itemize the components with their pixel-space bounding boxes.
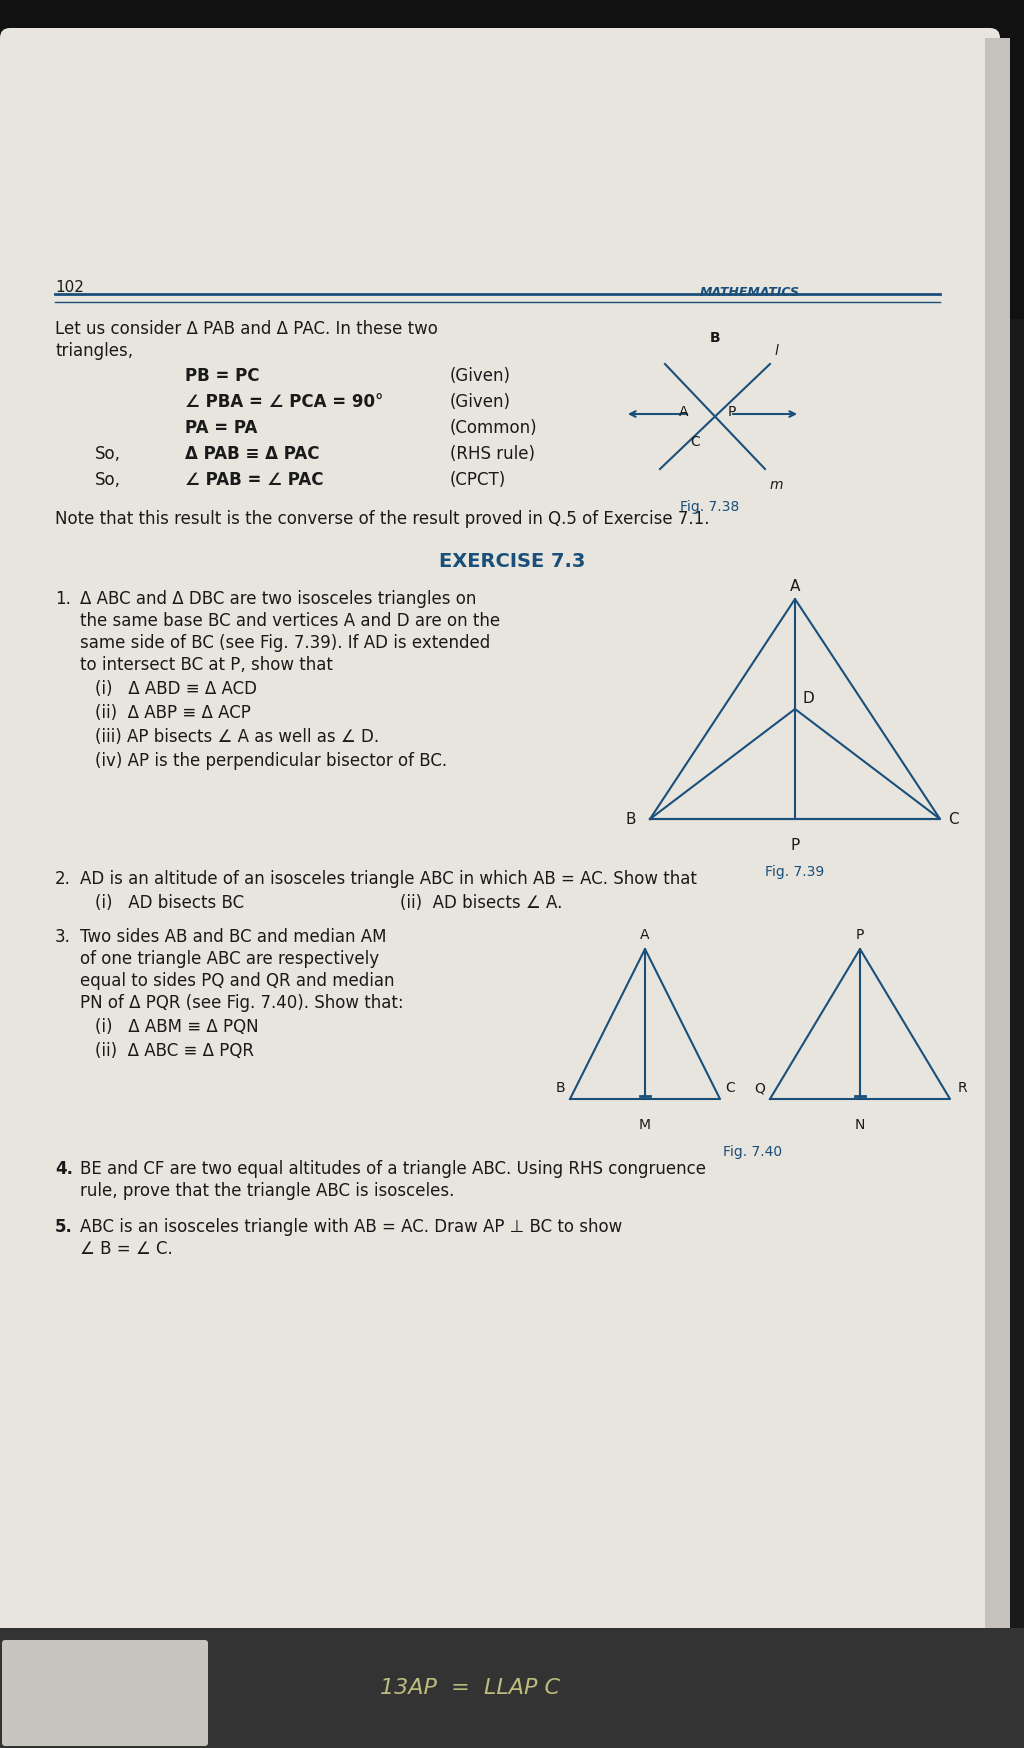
Text: same side of BC (see Fig. 7.39). If AD is extended: same side of BC (see Fig. 7.39). If AD i… — [80, 633, 490, 652]
Text: B: B — [710, 330, 720, 344]
Text: Let us consider Δ PAB and Δ PAC. In these two: Let us consider Δ PAB and Δ PAC. In thes… — [55, 320, 438, 337]
Text: Q: Q — [754, 1080, 765, 1094]
Text: Δ PAB ≡ Δ PAC: Δ PAB ≡ Δ PAC — [185, 444, 319, 463]
Text: B: B — [555, 1080, 565, 1094]
Text: A: A — [679, 406, 688, 420]
Text: rule, prove that the triangle ABC is isosceles.: rule, prove that the triangle ABC is iso… — [80, 1182, 455, 1199]
Text: Fig. 7.38: Fig. 7.38 — [680, 500, 739, 514]
Text: 13AP  =  LLAP C: 13AP = LLAP C — [380, 1676, 560, 1697]
Text: Fig. 7.40: Fig. 7.40 — [723, 1145, 782, 1159]
Text: (Common): (Common) — [450, 420, 538, 437]
Text: MATHEMATICS: MATHEMATICS — [700, 287, 800, 299]
Text: (i)   Δ ABD ≡ Δ ACD: (i) Δ ABD ≡ Δ ACD — [95, 680, 257, 697]
Text: ∠ B = ∠ C.: ∠ B = ∠ C. — [80, 1239, 173, 1257]
Text: of one triangle ABC are respectively: of one triangle ABC are respectively — [80, 949, 379, 967]
Text: ∠ PBA = ∠ PCA = 90°: ∠ PBA = ∠ PCA = 90° — [185, 393, 383, 411]
Text: Two sides AB and BC and median AM: Two sides AB and BC and median AM — [80, 928, 386, 946]
Text: P: P — [856, 928, 864, 942]
Text: Δ ABC and Δ DBC are two isosceles triangles on: Δ ABC and Δ DBC are two isosceles triang… — [80, 589, 476, 608]
FancyBboxPatch shape — [2, 1640, 208, 1746]
Text: 1.: 1. — [55, 589, 71, 608]
Text: EXERCISE 7.3: EXERCISE 7.3 — [439, 552, 585, 570]
Text: Note that this result is the converse of the result proved in Q.5 of Exercise 7.: Note that this result is the converse of… — [55, 510, 710, 528]
Text: N: N — [855, 1117, 865, 1131]
Text: 102: 102 — [55, 280, 84, 295]
FancyBboxPatch shape — [0, 30, 1000, 1748]
Text: (Given): (Given) — [450, 367, 511, 385]
Text: to intersect BC at P, show that: to intersect BC at P, show that — [80, 656, 333, 673]
Bar — [985, 38, 1010, 1738]
Text: 4.: 4. — [55, 1159, 73, 1178]
Text: PB = PC: PB = PC — [185, 367, 259, 385]
Text: C: C — [725, 1080, 735, 1094]
Text: PN of Δ PQR (see Fig. 7.40). Show that:: PN of Δ PQR (see Fig. 7.40). Show that: — [80, 993, 403, 1012]
Text: triangles,: triangles, — [55, 343, 133, 360]
Text: the same base BC and vertices A and D are on the: the same base BC and vertices A and D ar… — [80, 612, 500, 629]
Text: (ii)  Δ ABC ≡ Δ PQR: (ii) Δ ABC ≡ Δ PQR — [95, 1042, 254, 1059]
Text: AD is an altitude of an isosceles triangle ABC in which AB = AC. Show that: AD is an altitude of an isosceles triang… — [80, 869, 697, 888]
Text: PA = PA: PA = PA — [185, 420, 257, 437]
Bar — [0, 0, 1024, 320]
Text: (i)   AD bisects BC: (i) AD bisects BC — [95, 893, 244, 911]
Text: (iv) AP is the perpendicular bisector of BC.: (iv) AP is the perpendicular bisector of… — [95, 752, 447, 769]
Text: equal to sides PQ and QR and median: equal to sides PQ and QR and median — [80, 972, 394, 989]
Text: 2.: 2. — [55, 869, 71, 888]
Text: C: C — [690, 435, 699, 449]
Text: D: D — [803, 690, 815, 706]
Text: (RHS rule): (RHS rule) — [450, 444, 535, 463]
Text: A: A — [790, 579, 800, 594]
Text: P: P — [791, 837, 800, 853]
Text: (CPCT): (CPCT) — [450, 470, 506, 489]
Text: (ii)  AD bisects ∠ A.: (ii) AD bisects ∠ A. — [400, 893, 562, 911]
Text: 5.: 5. — [55, 1217, 73, 1236]
Text: B: B — [626, 813, 636, 827]
Text: P: P — [728, 406, 736, 420]
Text: ∠ PAB = ∠ PAC: ∠ PAB = ∠ PAC — [185, 470, 324, 489]
Text: R: R — [958, 1080, 968, 1094]
Text: 3.: 3. — [55, 928, 71, 946]
Text: M: M — [639, 1117, 651, 1131]
Text: (ii)  Δ ABP ≡ Δ ACP: (ii) Δ ABP ≡ Δ ACP — [95, 704, 251, 722]
Text: C: C — [948, 813, 958, 827]
Text: So,: So, — [95, 470, 121, 489]
Text: So,: So, — [95, 444, 121, 463]
Text: ABC is an isosceles triangle with AB = AC. Draw AP ⊥ BC to show: ABC is an isosceles triangle with AB = A… — [80, 1217, 623, 1236]
Text: l: l — [775, 344, 779, 358]
Bar — [0, 1627, 1024, 1748]
Text: (iii) AP bisects ∠ A as well as ∠ D.: (iii) AP bisects ∠ A as well as ∠ D. — [95, 727, 379, 746]
Text: m: m — [770, 477, 783, 491]
Text: (Given): (Given) — [450, 393, 511, 411]
Text: A: A — [640, 928, 650, 942]
Text: (i)   Δ ABM ≡ Δ PQN: (i) Δ ABM ≡ Δ PQN — [95, 1017, 259, 1035]
Text: BE and CF are two equal altitudes of a triangle ABC. Using RHS congruence: BE and CF are two equal altitudes of a t… — [80, 1159, 706, 1178]
Text: Fig. 7.39: Fig. 7.39 — [765, 865, 824, 879]
